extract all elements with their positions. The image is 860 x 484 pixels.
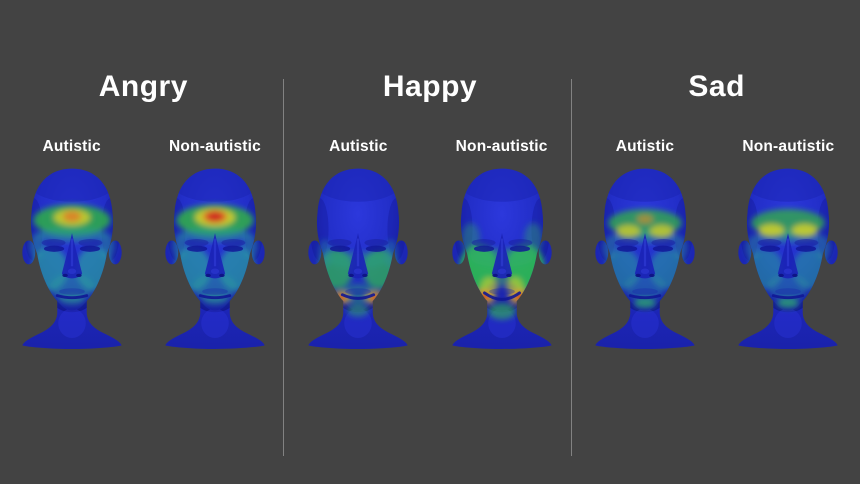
column-angry-autistic: Autistic — [0, 139, 143, 349]
group-label: Autistic — [615, 138, 675, 155]
face-heatmap-angry-autistic — [16, 165, 128, 349]
group-label: Autistic — [329, 138, 388, 155]
panel-sad: Sad Autistic Non-autistic — [573, 0, 860, 484]
group-label: Non-autistic — [742, 138, 835, 155]
face-heatmap-sad-autistic — [589, 165, 701, 349]
panel-happy: Happy Autistic Non-autistic — [287, 0, 574, 484]
panel-title-sad: Sad — [688, 70, 745, 103]
panel-title-angry: Angry — [98, 70, 188, 103]
column-happy-autistic: Autistic — [287, 139, 430, 349]
column-sad-nonautistic: Non-autistic — [717, 139, 860, 349]
group-label: Non-autistic — [169, 138, 261, 155]
face-heatmap-happy-autistic — [302, 165, 414, 349]
panel-divider — [283, 79, 284, 456]
column-sad-autistic: Autistic — [573, 139, 716, 349]
face-heatmap-happy-nonautistic — [446, 165, 558, 349]
panel-title-happy: Happy — [382, 70, 478, 103]
face-heatmap-sad-nonautistic — [732, 165, 844, 349]
panel-divider — [571, 79, 572, 456]
column-angry-nonautistic: Non-autistic — [143, 139, 286, 349]
panel-angry: Angry Autistic Non-autistic — [0, 0, 287, 484]
group-label: Non-autistic — [455, 138, 548, 155]
group-label: Autistic — [42, 138, 101, 155]
face-heatmap-angry-nonautistic — [159, 165, 271, 349]
column-happy-nonautistic: Non-autistic — [430, 139, 573, 349]
